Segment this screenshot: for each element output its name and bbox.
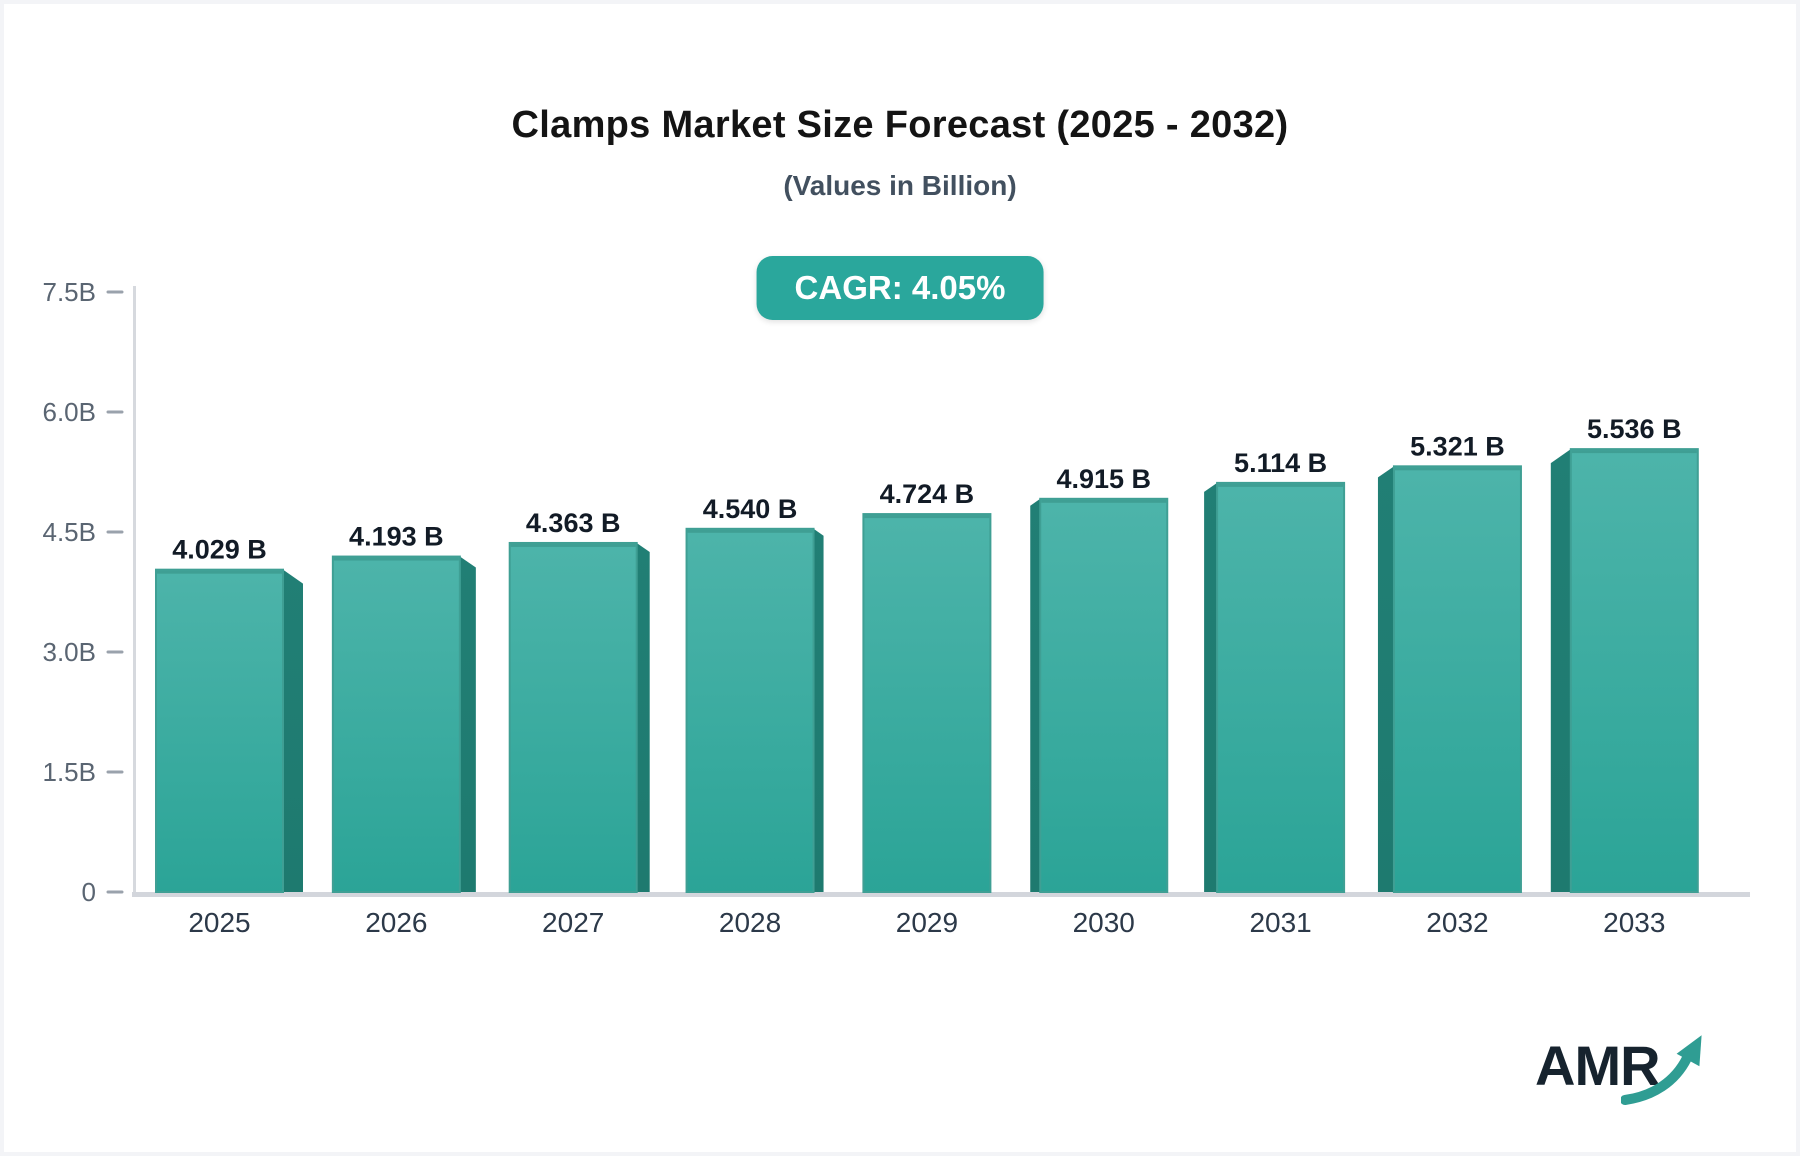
bar-side-face (813, 528, 824, 892)
bar (1569, 448, 1699, 893)
chart-title: Clamps Market Size Forecast (2025 - 2032… (511, 104, 1289, 146)
bar (155, 568, 284, 893)
bar-side-face (1204, 482, 1218, 892)
cagr-badge-label: CAGR: 4.05% (794, 269, 1006, 306)
bar-side-face (636, 542, 650, 892)
bar-value-label: 5.114 B (1234, 448, 1327, 478)
bar (1039, 497, 1169, 894)
bar-value-label: 4.193 B (349, 522, 444, 552)
bar (862, 513, 992, 893)
bar-top-edge (687, 529, 813, 533)
amr-logo-text: AMR (1535, 1034, 1661, 1097)
value-labels-group: 4.029 B 4.193 B 4.363 B 4.540 B 4.724 B 4.915… (172, 414, 1681, 565)
bars-group (155, 448, 1699, 894)
x-tick-label: 2027 (542, 907, 604, 938)
bar-top-edge (1218, 483, 1344, 487)
x-tick-label: 2031 (1249, 907, 1311, 938)
bar-top-edge (1571, 450, 1697, 454)
bar-value-label: 4.724 B (880, 479, 975, 509)
bar (1216, 481, 1346, 893)
bar-side-face (1030, 498, 1041, 892)
amr-logo: AMR (1535, 1035, 1725, 1118)
bar-side-face (1377, 466, 1394, 892)
bar (331, 555, 461, 893)
y-tick-label: 0 (82, 877, 96, 907)
logo-arrow-head (1676, 1035, 1702, 1067)
bar-value-label: 5.536 B (1587, 414, 1682, 444)
bar-side-face (1550, 449, 1571, 892)
cagr-badge: CAGR: 4.05% (756, 256, 1044, 320)
bar-top-edge (333, 557, 459, 561)
y-tick-label: 7.5B (43, 277, 97, 307)
bar (1392, 465, 1522, 893)
x-tick-label: 2030 (1073, 907, 1135, 938)
x-tick-label: 2026 (365, 907, 427, 938)
x-tick-label: 2025 (188, 907, 250, 938)
bar-value-label: 4.915 B (1056, 464, 1151, 494)
bar-value-label: 4.540 B (703, 494, 798, 524)
bar-side-face (459, 556, 476, 892)
x-tick-label: 2029 (896, 907, 958, 938)
y-tick-label: 4.5B (43, 517, 97, 547)
bar-chart: 0 1.5B 3.0B 4.5B 6.0B 7.5B 4.029 B 4.193 B 4.36… (43, 277, 1750, 938)
logo-arrow-swoosh (1621, 1053, 1692, 1105)
y-tick-label: 3.0B (43, 637, 97, 667)
x-axis-labels: 2025 2026 2027 2028 2029 2030 2031 2032 2033 (188, 907, 1665, 938)
bar (508, 541, 638, 893)
y-tick-label: 6.0B (43, 397, 97, 427)
bar-top-edge (1041, 499, 1167, 503)
x-tick-label: 2033 (1603, 907, 1665, 938)
bar (685, 527, 815, 893)
y-tick-label: 1.5B (43, 757, 97, 787)
amr-logo-arrow-icon (1621, 1035, 1702, 1105)
x-tick-label: 2032 (1426, 907, 1488, 938)
chart-subtitle: (Values in Billion) (783, 170, 1017, 201)
chart-card: Clamps Market Size Forecast (2025 - 2032… (4, 4, 1796, 1152)
bar-value-label: 4.363 B (526, 508, 621, 538)
bar-side-face (283, 569, 303, 892)
x-tick-label: 2028 (719, 907, 781, 938)
bar-top-edge (157, 570, 282, 574)
bar-value-label: 4.029 B (172, 535, 267, 565)
bar-top-edge (1394, 467, 1520, 471)
bar-value-label: 5.321 B (1410, 431, 1505, 461)
bar-top-edge (864, 515, 990, 519)
x-axis-line (132, 892, 1750, 897)
y-axis-ticks: 0 1.5B 3.0B 4.5B 6.0B 7.5B (43, 277, 124, 907)
bar-top-edge (510, 543, 636, 547)
